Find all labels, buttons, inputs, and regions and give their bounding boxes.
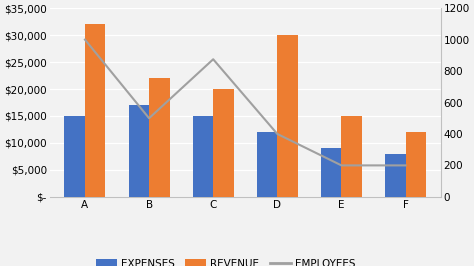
EMPLOYEES <box>210 58 216 61</box>
Bar <box>128 105 149 197</box>
EMPLOYEES <box>274 132 280 136</box>
Line: EMPLOYEES: EMPLOYEES <box>85 40 406 165</box>
EMPLOYEES <box>146 117 152 120</box>
Bar <box>213 89 234 197</box>
Bar <box>321 148 341 197</box>
Bar <box>257 132 277 197</box>
EMPLOYEES <box>338 164 344 167</box>
Bar <box>85 24 106 197</box>
Bar <box>406 132 426 197</box>
Bar <box>341 116 362 197</box>
Bar <box>149 78 170 197</box>
EMPLOYEES <box>82 38 88 41</box>
Bar <box>277 35 298 197</box>
Bar <box>64 116 85 197</box>
EMPLOYEES <box>403 164 409 167</box>
Bar <box>385 154 406 197</box>
Legend: EXPENSES, REVENUE, EMPLOYEES: EXPENSES, REVENUE, EMPLOYEES <box>92 255 359 266</box>
Bar <box>192 116 213 197</box>
